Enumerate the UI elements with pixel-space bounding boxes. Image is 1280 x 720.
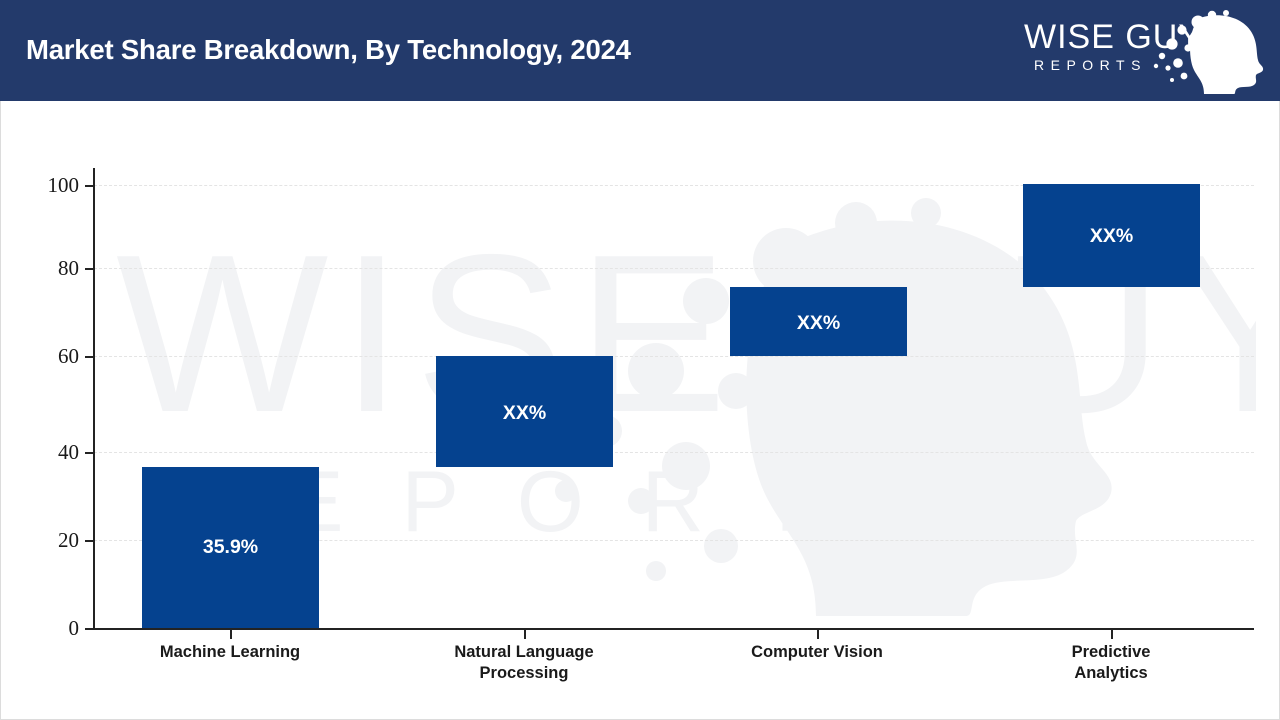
bar-computer-vision[interactable] [730, 287, 907, 356]
x-tick-predictive-analytics [1111, 629, 1113, 639]
page-header: Market Share Breakdown, By Technology, 2… [0, 0, 1280, 101]
y-axis-line [93, 168, 96, 629]
x-axis-label-machine-learning: Machine Learning [90, 642, 370, 663]
wise-guy-reports-logo: WISE GUY REPORTS [1022, 8, 1272, 94]
y-tick-40 [85, 452, 95, 454]
svg-text:WISE GUY: WISE GUY [1024, 18, 1202, 56]
x-axis-label-computer-vision: Computer Vision [677, 642, 957, 663]
x-tick-natural-language-processing [524, 629, 526, 639]
y-tick-60 [85, 356, 95, 358]
y-tick-100 [85, 185, 95, 187]
bar-predictive-analytics[interactable] [1023, 184, 1200, 287]
y-tick-label-40: 40 [58, 440, 79, 464]
x-axis-label-predictive-analytics: Predictive Analytics [971, 642, 1251, 683]
y-tick-80 [85, 268, 95, 270]
x-tick-computer-vision [817, 629, 819, 639]
plot-region: WISE GUY REPORTS [1, 101, 1279, 719]
x-axis-label-line: Computer Vision [751, 643, 883, 661]
y-tick-label-60: 60 [58, 344, 79, 368]
y-tick-label-20: 20 [58, 528, 79, 552]
svg-text:REPORTS: REPORTS [1034, 57, 1147, 73]
x-axis-label-line: Natural Language [454, 643, 594, 661]
x-axis-label-line: Machine Learning [159, 643, 301, 661]
x-axis-label-line: Predictive [1071, 643, 1151, 661]
x-axis-label-natural-language-processing: Natural Language Processing [384, 642, 664, 683]
x-tick-machine-learning [230, 629, 232, 639]
gridline-80 [94, 268, 1254, 269]
bar-natural-language-processing[interactable] [436, 356, 613, 467]
x-axis-line [94, 627, 1254, 630]
y-tick-20 [85, 540, 95, 542]
y-tick-0 [85, 628, 95, 630]
y-tick-label-80: 80 [58, 256, 79, 280]
bar-label-predictive-analytics: XX% [1089, 225, 1134, 247]
x-axis-label-line: Processing [479, 663, 569, 682]
bar-label-natural-language-processing: XX% [502, 402, 547, 424]
y-tick-label-0: 0 [68, 616, 80, 640]
bar-label-machine-learning: 35.9% [202, 536, 259, 558]
page-title: Market Share Breakdown, By Technology, 2… [26, 34, 631, 65]
bar-label-computer-vision: XX% [796, 312, 841, 334]
chart-area: WISE GUY REPORTS [0, 101, 1280, 720]
gridline-20 [94, 540, 1254, 541]
gridline-60 [94, 356, 1254, 357]
y-tick-label-100: 100 [47, 173, 80, 197]
gridline-100 [94, 185, 1254, 186]
gridline-40 [94, 452, 1254, 453]
bar-machine-learning[interactable] [142, 467, 319, 628]
x-axis-label-line: Analytics [1074, 663, 1148, 682]
